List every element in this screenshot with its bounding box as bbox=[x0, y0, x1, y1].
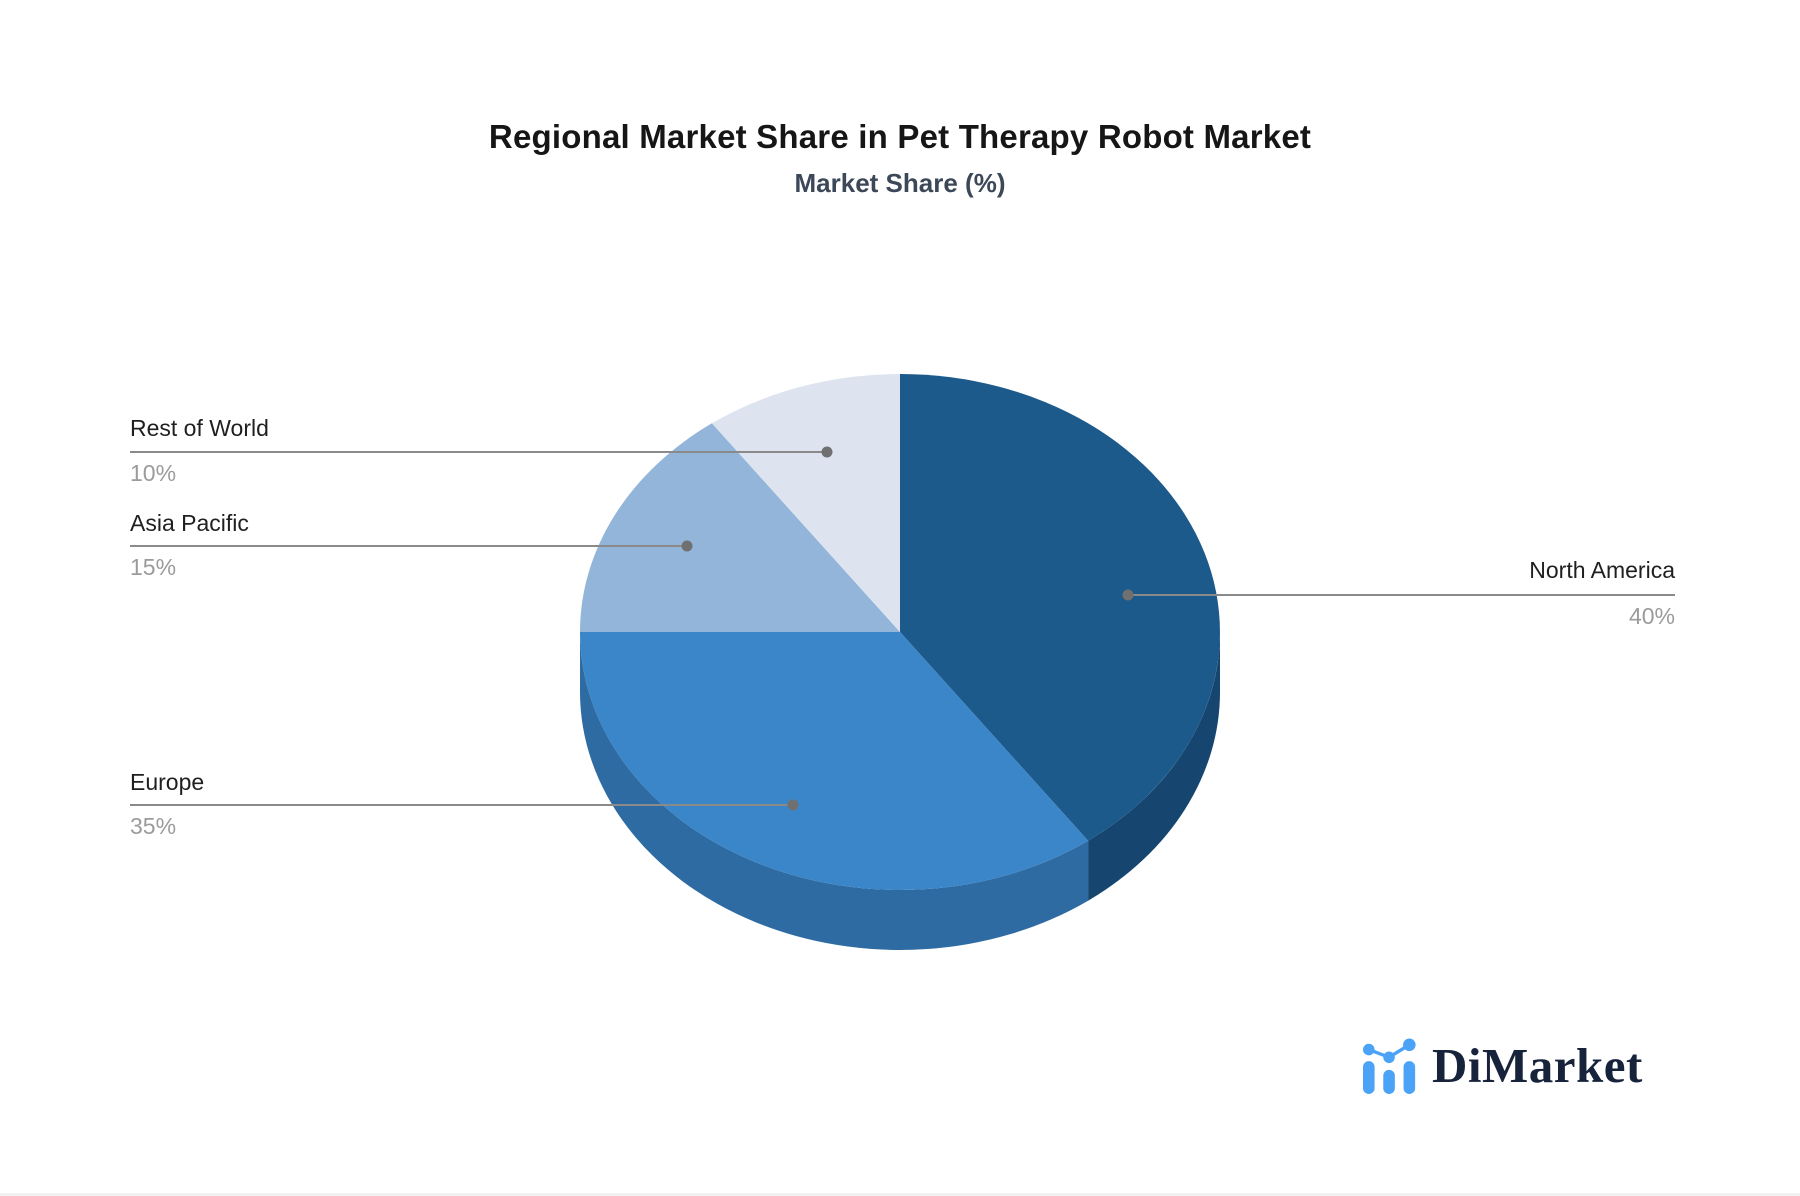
callout-leader-dots bbox=[681, 446, 1134, 811]
pie-slice-north-america bbox=[900, 374, 1220, 841]
pie-slice-asia-pacific bbox=[580, 423, 900, 632]
brand-logo: DiMarket bbox=[1362, 1036, 1643, 1094]
leader-dot-north-america bbox=[1122, 589, 1134, 601]
leader-dot-asia-pacific bbox=[681, 540, 693, 552]
callout-value-europe: 35% bbox=[130, 813, 177, 839]
chart-subtitle: Market Share (%) bbox=[794, 168, 1006, 198]
pie-rim-north-america bbox=[1088, 632, 1220, 901]
callout-label-north-america: North America bbox=[1529, 557, 1675, 583]
pie-slices bbox=[580, 374, 1220, 890]
callout-leader-lines bbox=[130, 451, 1675, 806]
callout-label-rest-of-world: Rest of World bbox=[130, 415, 269, 441]
callout-value-rest-of-world: 10% bbox=[130, 460, 177, 486]
pie-slice-europe bbox=[580, 632, 1089, 890]
leader-dot-rest-of-world bbox=[821, 446, 833, 458]
leader-dot-europe bbox=[787, 799, 799, 811]
pie-rim bbox=[580, 632, 1220, 950]
pie-slice-rest-of-world bbox=[711, 374, 900, 632]
callout-value-asia-pacific: 15% bbox=[130, 554, 177, 580]
chart-title: Regional Market Share in Pet Therapy Rob… bbox=[488, 118, 1312, 155]
bar-chart-trend-icon bbox=[1363, 1038, 1416, 1094]
pie-rim-europe bbox=[580, 632, 1089, 950]
callout-label-asia-pacific: Asia Pacific bbox=[130, 510, 249, 536]
brand-logo-text: DiMarket bbox=[1432, 1038, 1643, 1093]
callout-label-europe: Europe bbox=[130, 769, 205, 795]
callout-value-north-america: 40% bbox=[1628, 603, 1675, 629]
